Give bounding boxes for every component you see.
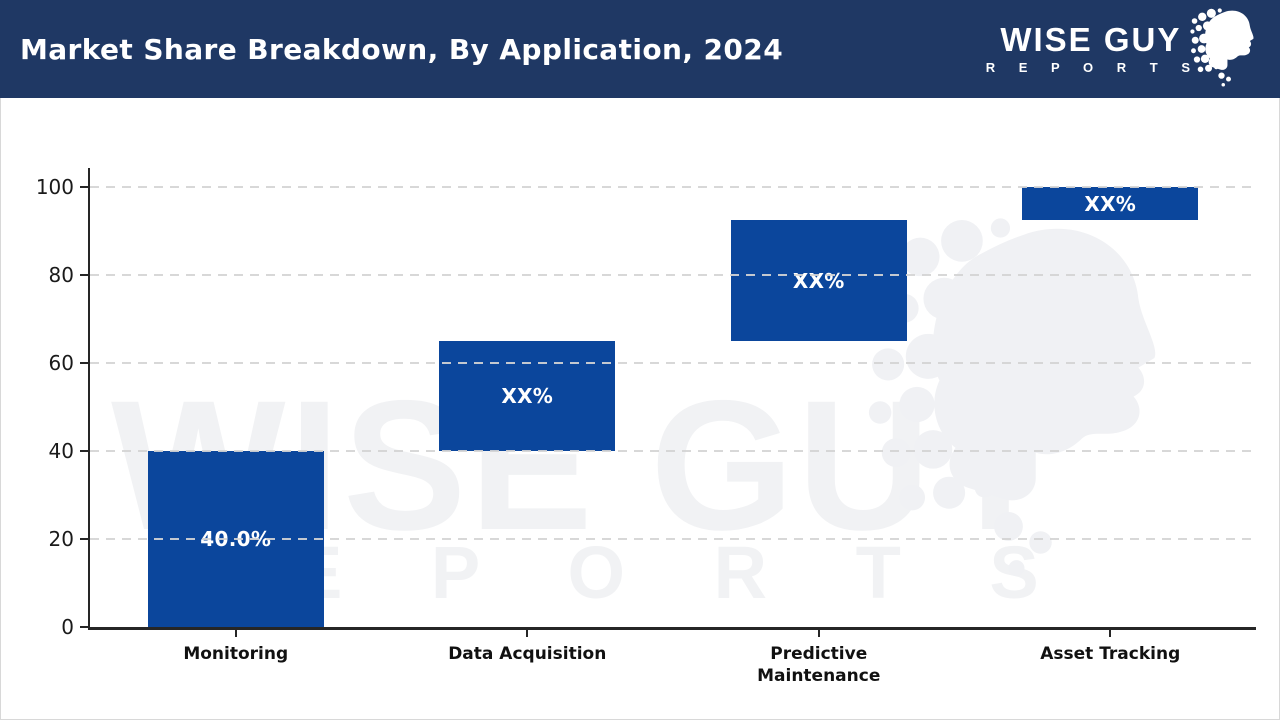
bar-segment: 40.0%: [147, 451, 324, 627]
page-title: Market Share Breakdown, By Application, …: [20, 32, 784, 66]
y-tick-label-80: 80: [48, 263, 74, 287]
x-tick-mark: [234, 630, 237, 637]
x-category-label: Predictive Maintenance: [757, 644, 881, 687]
bar-segment: XX%: [730, 220, 907, 341]
x-tick-mark: [817, 630, 820, 637]
y-tick-mark-80: [80, 274, 88, 276]
brand-subname: R E P O R T S: [985, 60, 1200, 75]
bar-value-label: 40.0%: [200, 527, 272, 551]
bar-value-label: XX%: [1084, 191, 1137, 216]
x-category-label: Data Acquisition: [448, 644, 607, 664]
y-tick-label-100: 100: [35, 175, 74, 199]
brand-logo: WISE GUY R E P O R T S: [982, 7, 1262, 91]
x-tick-mark: [1109, 630, 1112, 637]
x-category-label: Asset Tracking: [1040, 644, 1181, 664]
bar-value-label: XX%: [501, 384, 554, 408]
brand-name: WISE GUY: [1000, 21, 1182, 58]
bar-value-label: XX%: [792, 268, 845, 293]
y-tick-label-40: 40: [48, 439, 74, 463]
y-tick-label-20: 20: [48, 527, 74, 551]
y-tick-label-60: 60: [48, 351, 74, 375]
x-tick-mark: [526, 630, 529, 637]
y-tick-mark-60: [80, 362, 88, 364]
plot-area: 0 20 40 60 80 100 40.0% Monitoring XX% Data Acqui…: [36, 168, 1256, 686]
brand-logo-text: WISE GUY R E P O R T S: [982, 23, 1200, 75]
y-tick-mark-20: [80, 538, 88, 540]
y-tick-mark-40: [80, 450, 88, 452]
header-bar: Market Share Breakdown, By Application, …: [0, 0, 1280, 98]
bar-segment: XX%: [439, 341, 616, 451]
brand-face-icon: [1188, 7, 1262, 91]
x-category-label: Monitoring: [183, 644, 289, 664]
y-tick-mark-100: [80, 186, 88, 188]
bar-segment: XX%: [1022, 187, 1199, 220]
y-tick-label-0: 0: [61, 615, 74, 639]
y-tick-mark-0: [80, 626, 88, 628]
gridline-y-60: [90, 362, 1256, 364]
gridline-y-80: [90, 274, 1256, 276]
